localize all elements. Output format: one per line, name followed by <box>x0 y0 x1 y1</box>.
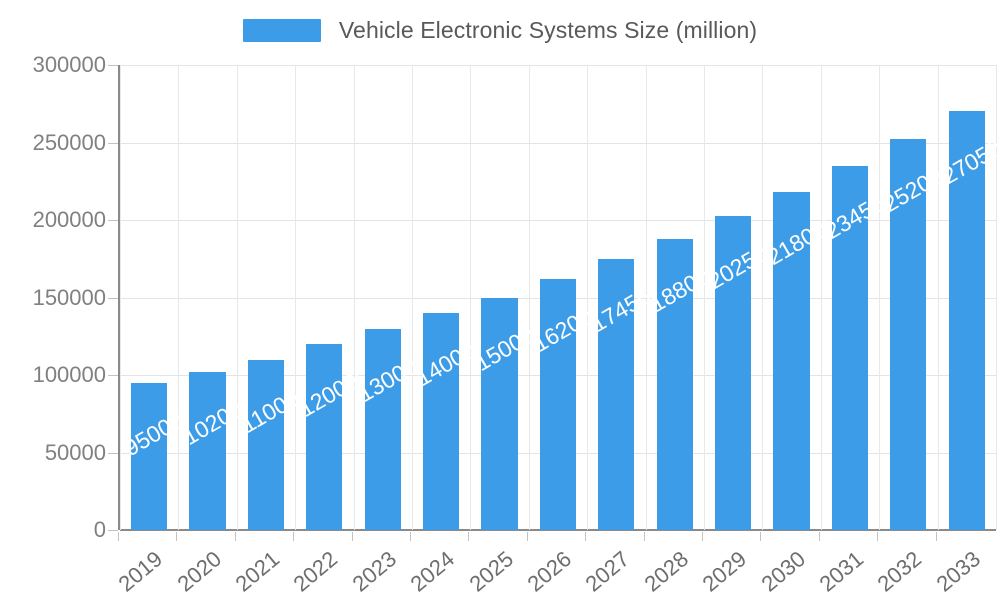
bar-2024[interactable] <box>423 313 460 530</box>
x-tick-label-2019: 2019 <box>113 546 168 597</box>
gridline-y-200000 <box>120 220 996 221</box>
bar-2019[interactable] <box>131 382 168 530</box>
y-tick-label-50000: 50000 <box>44 439 106 465</box>
x-tick-label-2029: 2029 <box>697 546 752 597</box>
gridline-x-10 <box>704 65 705 530</box>
x-tick-label-2031: 2031 <box>814 546 869 597</box>
y-tick-mark-50000 <box>108 453 118 454</box>
bar-2026[interactable] <box>539 278 577 530</box>
y-tick-label-150000: 150000 <box>32 284 106 310</box>
gridline-x-6 <box>470 65 471 530</box>
gridline-x-7 <box>529 65 530 530</box>
bar-2032[interactable] <box>890 139 927 530</box>
x-tick-label-2023: 2023 <box>347 546 401 597</box>
x-tick-label-2022: 2022 <box>288 546 343 597</box>
y-tick-mark-300000 <box>108 65 118 66</box>
gridline-x-13 <box>879 65 880 530</box>
gridline-x-12 <box>821 65 822 530</box>
y-tick-label-250000: 250000 <box>32 129 106 155</box>
gridline-y-250000 <box>120 142 996 144</box>
y-tick-label-200000: 200000 <box>32 207 106 232</box>
y-tick-mark-100000 <box>108 375 118 376</box>
gridline-x-8 <box>587 65 588 530</box>
x-tick-label-2030: 2030 <box>756 546 810 597</box>
x-tick-label-2020: 2020 <box>172 546 226 597</box>
x-tick-mark-2029 <box>702 532 703 541</box>
x-tick-label-2026: 2026 <box>522 546 577 597</box>
gridline-x-5 <box>412 65 413 530</box>
bar-2031[interactable] <box>831 166 869 530</box>
bar-2020[interactable] <box>189 371 226 530</box>
gridline-x-9 <box>646 65 647 530</box>
x-tick-label-2033: 2033 <box>931 546 985 597</box>
chart-legend: Vehicle Electronic Systems Size (million… <box>0 12 1000 48</box>
x-tick-label-2024: 2024 <box>405 546 460 597</box>
bar-2022[interactable] <box>306 344 343 530</box>
legend-color-swatch <box>242 18 321 42</box>
gridline-x-1 <box>178 65 179 530</box>
bar-2027[interactable] <box>598 259 635 530</box>
gridline-y-300000 <box>120 65 996 66</box>
x-tick-mark-2031 <box>819 532 820 541</box>
bar-2030[interactable] <box>773 192 810 530</box>
plot-area: 95000 102000 110000 120000 130000 140000 15000… <box>118 65 1000 531</box>
y-tick-mark-0 <box>108 530 118 531</box>
y-tick-mark-200000 <box>108 220 118 221</box>
gridline-x-0 <box>120 65 121 530</box>
x-tick-mark-2024 <box>410 532 411 541</box>
y-tick-mark-150000 <box>108 298 118 299</box>
y-tick-mark-250000 <box>108 143 118 144</box>
bar-2033[interactable] <box>948 110 985 530</box>
gridline-x-14 <box>938 65 939 530</box>
x-tick-mark-2033 <box>936 532 937 541</box>
x-tick-mark-2026 <box>527 532 528 541</box>
x-tick-mark-2027 <box>585 532 586 541</box>
x-tick-mark-2020 <box>176 532 177 541</box>
y-tick-label-300000: 300000 <box>32 52 106 77</box>
gridline-x-11 <box>762 65 763 530</box>
bar-2025[interactable] <box>481 297 518 530</box>
gridline-x-4 <box>354 65 355 530</box>
gridline-x-15 <box>996 65 997 530</box>
y-tick-label-100000: 100000 <box>32 362 106 387</box>
x-tick-mark-2023 <box>352 532 353 541</box>
gridline-x-2 <box>237 65 238 530</box>
x-tick-label-2032: 2032 <box>872 546 927 597</box>
bar-2021[interactable] <box>247 359 285 530</box>
x-tick-mark-2025 <box>468 532 469 541</box>
x-tick-label-2028: 2028 <box>639 546 693 597</box>
bar-2028[interactable] <box>656 238 693 530</box>
gridline-x-3 <box>295 65 296 530</box>
x-tick-mark-2019 <box>118 532 119 541</box>
x-tick-mark-2022 <box>293 532 294 541</box>
legend-series-label: Vehicle Electronic Systems Size (million… <box>338 16 758 43</box>
x-tick-mark-2030 <box>760 532 761 541</box>
x-tick-label-2027: 2027 <box>580 546 635 597</box>
bar-2023[interactable] <box>364 328 401 530</box>
x-tick-label-2021: 2021 <box>230 546 285 597</box>
x-tick-mark-2021 <box>235 532 236 541</box>
x-tick-mark-2028 <box>644 532 645 541</box>
x-tick-mark-2032 <box>877 532 878 541</box>
x-tick-label-2025: 2025 <box>464 546 518 597</box>
bar-2029[interactable] <box>715 216 752 530</box>
gridline-y-0 <box>120 529 996 531</box>
y-tick-label-0: 0 <box>93 517 106 542</box>
